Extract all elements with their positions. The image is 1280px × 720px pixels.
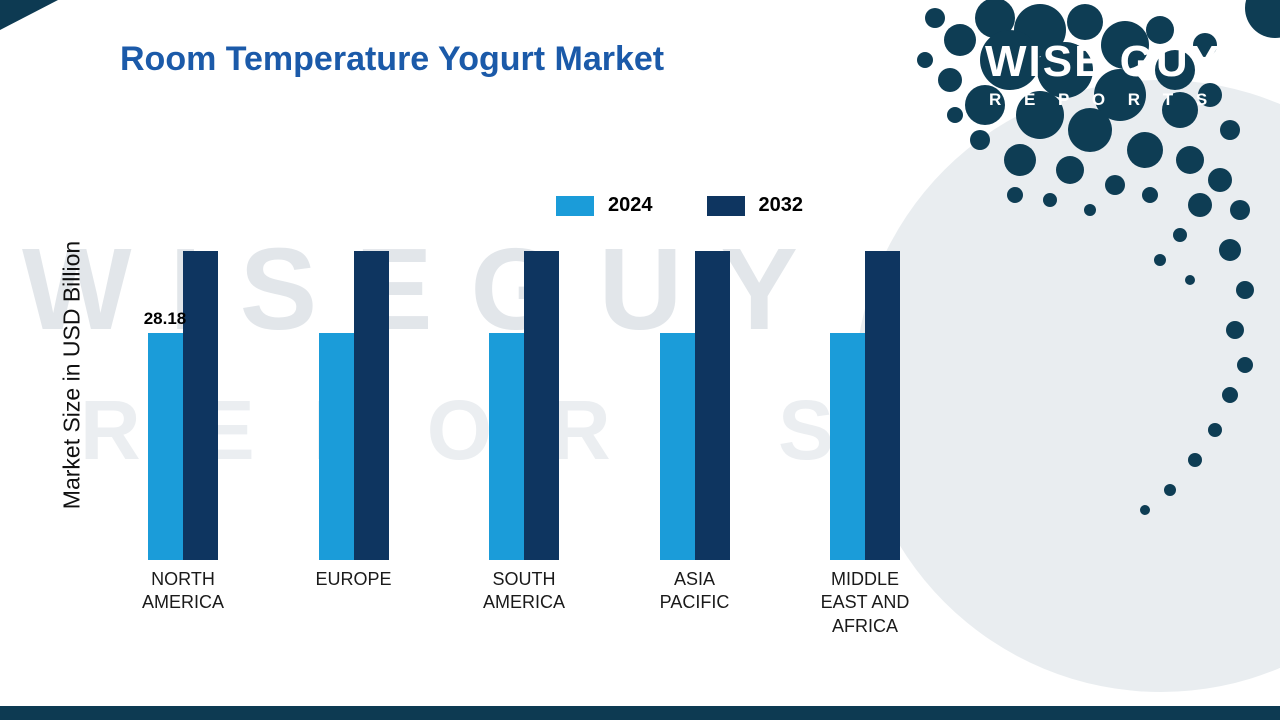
bar-2024 [318,333,354,560]
bar-2024 [148,333,183,560]
legend-swatch-2032 [706,195,745,216]
bar-chart: 28.18 NORTH AMERICA EUROPE SOUTH AMERICA ASI… [104,238,944,638]
bar-group: 28.18 NORTH AMERICA [104,238,262,638]
category-label: EUROPE [315,569,392,589]
category-label: NORTH AMERICA [141,569,224,613]
bar-pair: 28.18 [144,238,218,560]
bar-group: SOUTH AMERICA [445,238,603,638]
category-label: MIDDLE EAST AND AFRICA [820,569,910,636]
bar-2024 [830,333,865,560]
bar-2032 [524,251,559,560]
category-label: SOUTH AMERICA [482,569,565,613]
bar-2032 [353,251,389,560]
legend-item-2024: 2024 [556,194,653,217]
bar-pair [489,238,559,560]
logo-name: WISE GUY [985,37,1222,86]
legend-label-2032: 2032 [758,194,804,216]
corner-accent [0,0,58,30]
legend-label-2024: 2024 [608,194,653,216]
legend-item-2032: 2032 [706,194,804,217]
bar-group: MIDDLE EAST AND AFRICA [786,238,944,638]
bar-pair [318,238,389,560]
legend-swatch-2024 [556,195,594,216]
bar-2032 [865,251,900,560]
bar-group: ASIA PACIFIC [616,238,774,638]
bar-value-label: 28.18 [143,309,187,328]
dotted-face-icon [917,0,1280,515]
y-axis-label: Market Size in USD Billion [58,240,85,510]
bar-2024 [489,333,524,560]
bar-2032 [183,251,218,560]
bar-pair [659,238,730,560]
bar-2024 [659,333,695,560]
bar-pair [830,238,900,560]
bottom-bar [0,706,1280,720]
logo: WISE GUY R E P O R T S [985,40,1221,110]
watermark-text-wiseguy: WISEGUY [22,224,836,354]
category-label: ASIA PACIFIC [659,569,730,613]
bar-group: EUROPE [275,238,433,638]
legend: 2024 2032 [556,194,803,217]
logo-reports: R E P O R T S [989,90,1217,109]
page-title: Room Temperature Yogurt Market [120,40,665,78]
bar-2032 [694,251,730,560]
